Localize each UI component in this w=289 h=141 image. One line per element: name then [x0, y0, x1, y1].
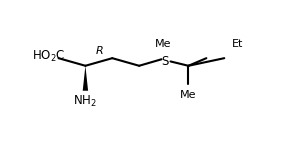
Text: R: R — [96, 46, 104, 56]
Text: NH$_2$: NH$_2$ — [73, 94, 97, 109]
Polygon shape — [83, 66, 88, 91]
Text: HO$_2$C: HO$_2$C — [32, 49, 65, 64]
Text: S: S — [162, 55, 169, 69]
Text: Me: Me — [180, 90, 197, 100]
Text: Et: Et — [232, 38, 243, 49]
Text: Me: Me — [154, 38, 171, 49]
